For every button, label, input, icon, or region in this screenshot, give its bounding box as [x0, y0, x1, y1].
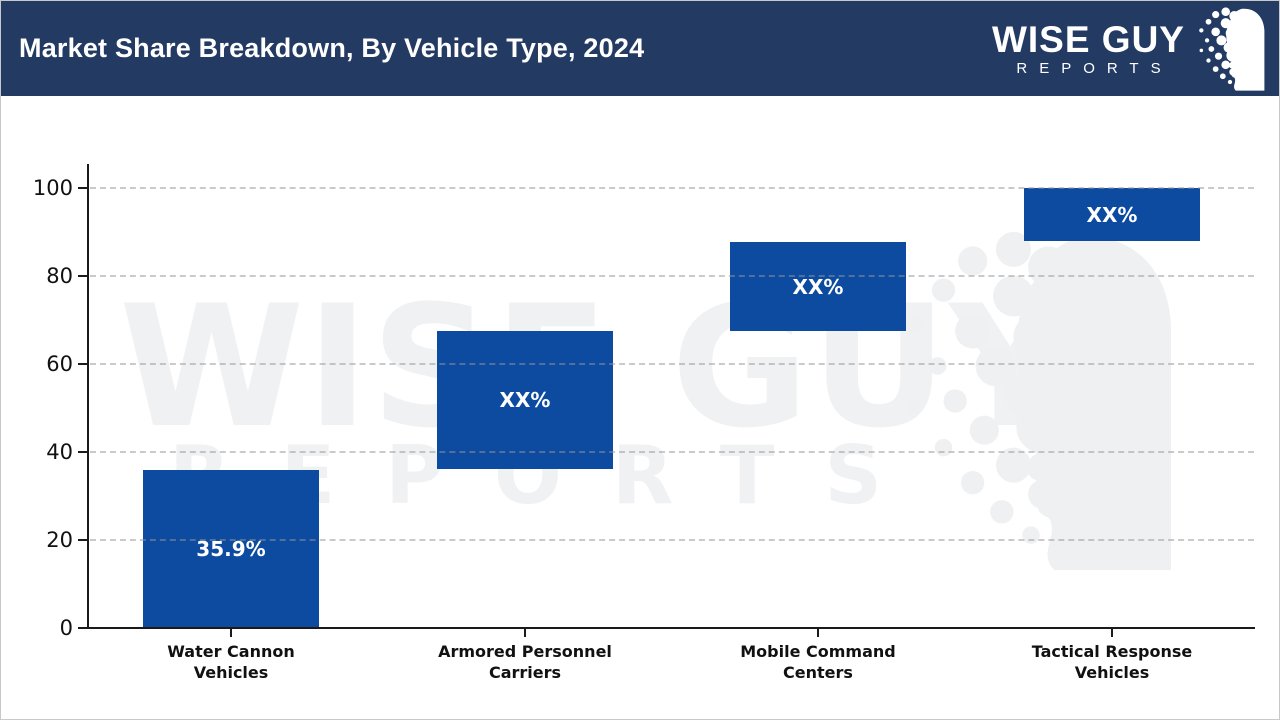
category-label-line: Carriers	[488, 663, 562, 682]
bar-value-label: XX%	[792, 274, 844, 299]
gridline-80	[90, 275, 1254, 277]
category-label-line: Armored Personnel	[438, 642, 612, 661]
bar-value-label: 35.9%	[196, 537, 266, 561]
wiseguy-logo: WISE GUY REPORTS	[992, 1, 1271, 96]
category-label-tactical-response-vehicles: Tactical Response Vehicles	[992, 641, 1232, 683]
y-tick-label: 100	[32, 176, 73, 200]
bar-armored-personnel-carriers: XX%	[437, 331, 613, 469]
x-axis-line	[87, 627, 1255, 629]
category-label-armored-personnel-carriers: Armored Personnel Carriers	[405, 641, 645, 683]
category-label-line: Vehicles	[193, 663, 269, 682]
bar-tactical-response-vehicles: XX%	[1024, 188, 1200, 241]
y-tick-20	[78, 539, 87, 541]
category-label-line: Water Cannon	[167, 642, 295, 661]
logo-wiseguy-text: WISE GUY	[991, 18, 1185, 60]
gridline-20	[90, 539, 1254, 541]
category-label-line: Centers	[783, 663, 853, 682]
category-label-line: Tactical Response	[1031, 642, 1193, 661]
bar-value-label: XX%	[499, 388, 551, 412]
category-label-line: Mobile Command	[740, 642, 896, 661]
y-tick-label: 40	[46, 440, 73, 464]
x-tick-1	[230, 629, 232, 637]
bar-mobile-command-centers: XX%	[730, 242, 906, 331]
category-label-mobile-command-centers: Mobile Command Centers	[698, 641, 938, 683]
y-tick-label: 60	[46, 352, 73, 376]
x-tick-4	[1111, 629, 1113, 637]
gridline-40	[90, 451, 1254, 453]
logo-reports-text: REPORTS	[1016, 59, 1173, 77]
y-tick-40	[78, 451, 87, 453]
category-label-line: Vehicles	[1074, 663, 1150, 682]
page-title: Market Share Breakdown, By Vehicle Type,…	[19, 33, 645, 63]
y-tick-label: 20	[46, 528, 73, 552]
gridline-100	[90, 187, 1254, 189]
y-tick-60	[78, 363, 87, 365]
x-tick-2	[524, 629, 526, 637]
y-tick-80	[78, 275, 87, 277]
y-axis-line	[87, 164, 89, 629]
y-tick-label: 80	[46, 264, 73, 288]
watermark-face-icon	[905, 231, 1171, 571]
y-tick-100	[78, 187, 87, 189]
bar-value-label: XX%	[1086, 202, 1138, 227]
logo-face-icon	[1199, 6, 1265, 91]
bar-water-cannon-vehicles: 35.9%	[143, 470, 319, 628]
x-tick-3	[817, 629, 819, 637]
y-tick-0	[78, 627, 87, 629]
header-bar: Market Share Breakdown, By Vehicle Type,…	[1, 1, 1279, 96]
y-tick-label: 0	[59, 616, 73, 640]
category-label-water-cannon-vehicles: Water Cannon Vehicles	[111, 641, 351, 683]
gridline-60	[90, 363, 1254, 365]
logo-text: WISE GUY REPORTS	[991, 18, 1185, 77]
